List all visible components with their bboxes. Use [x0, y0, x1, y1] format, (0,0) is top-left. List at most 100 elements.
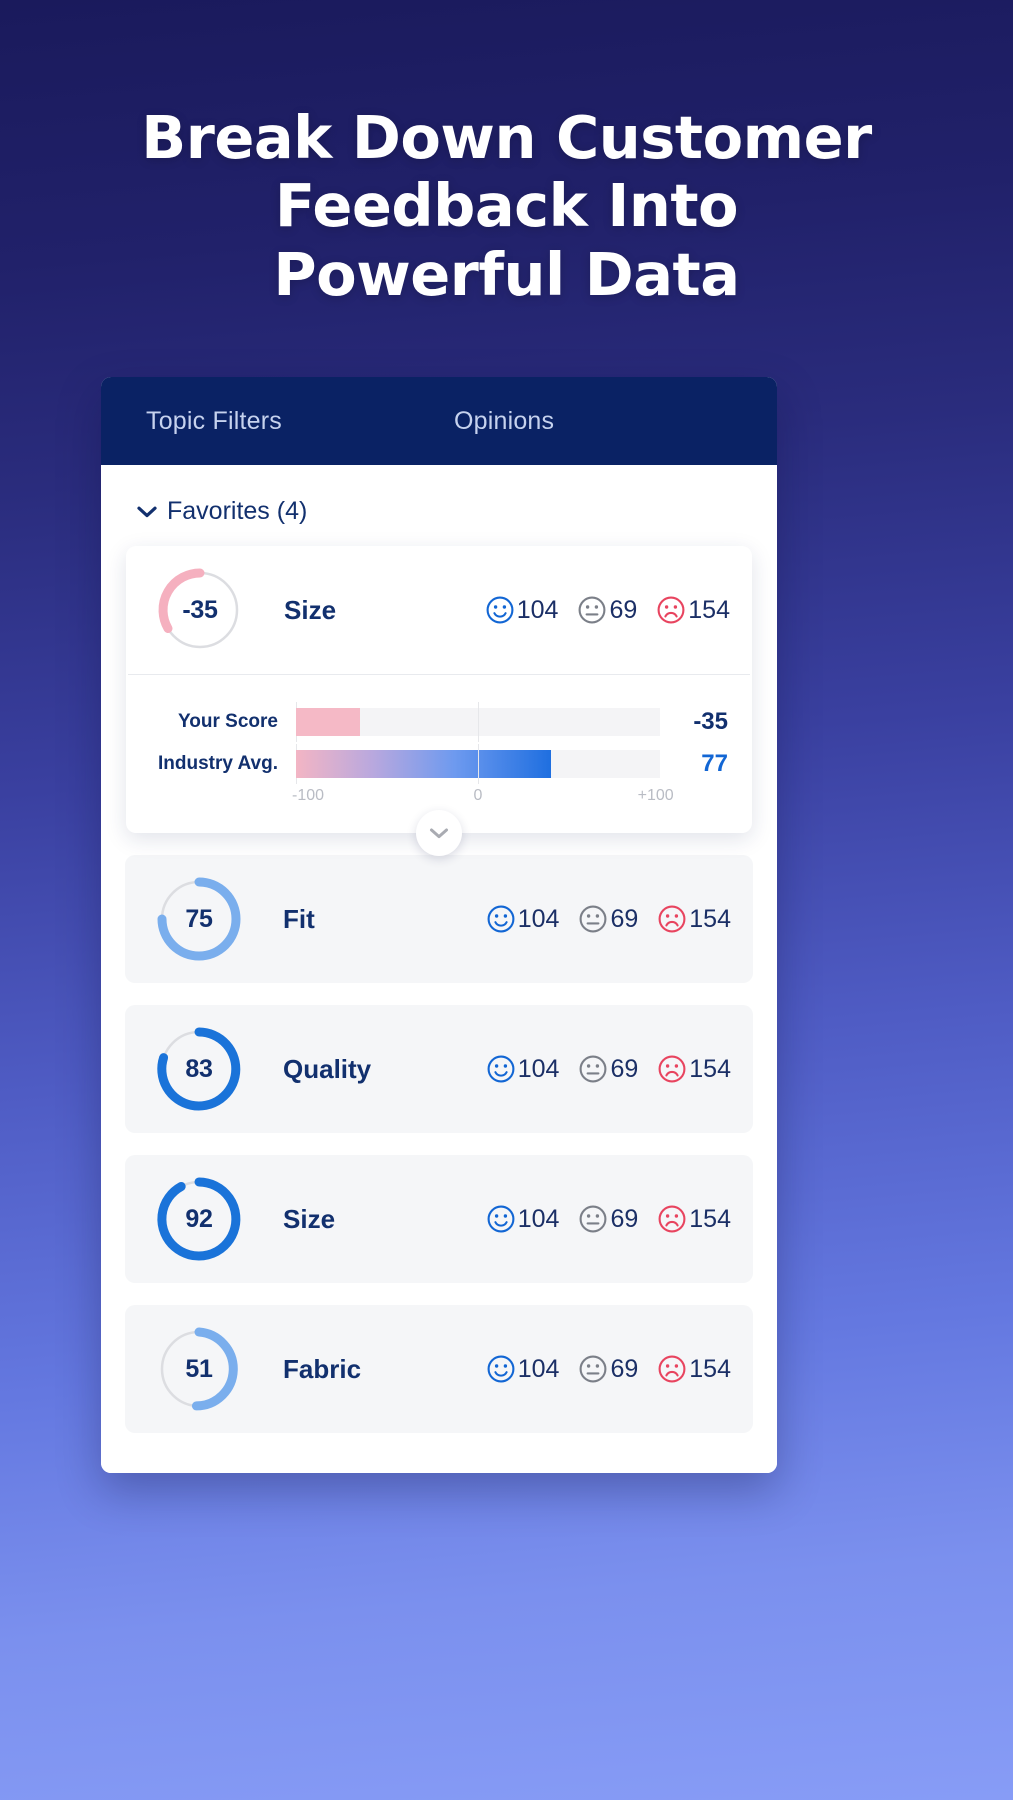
- topic-label: Fabric: [283, 1353, 362, 1384]
- sentiment-neutral-count: 69: [610, 904, 639, 933]
- sentiment-negative[interactable]: 154: [657, 1204, 731, 1234]
- comparison-row-your-score: Your Score -35: [156, 702, 728, 742]
- comparison-label: Industry Avg.: [158, 753, 278, 774]
- tab-opinions[interactable]: Opinions: [453, 406, 555, 435]
- smiley-neutral-icon: [579, 596, 606, 624]
- sentiment-negative-count: 154: [689, 1204, 731, 1233]
- score-comparison-chart: Your Score -35 Industry Avg. 77: [126, 675, 752, 833]
- sentiment-neutral-count: 69: [610, 1354, 639, 1383]
- tab-topic-filters[interactable]: Topic Filters: [146, 406, 282, 435]
- topic-label: Size: [283, 1203, 336, 1234]
- score-ring-arc: [157, 1027, 241, 1111]
- smiley-neutral-icon: [580, 1355, 607, 1383]
- topic-card-header[interactable]: -35 Size 104: [126, 546, 752, 674]
- topic-card-list: -35 Size 104: [125, 546, 753, 1433]
- smiley-happy-icon: [487, 1055, 515, 1083]
- score-value: 51: [185, 1354, 213, 1383]
- collapse-card-button[interactable]: [416, 810, 462, 856]
- axis-tick-min: -100: [292, 787, 325, 804]
- chevron-down-icon: [137, 506, 157, 517]
- sentiment-positive[interactable]: 104: [486, 1054, 559, 1084]
- topic-card[interactable]: -35 Size 104: [126, 546, 752, 856]
- smiley-neutral-icon: [580, 1055, 607, 1083]
- sentiment-neutral-count: 69: [610, 1204, 639, 1233]
- sentiment-positive-count: 104: [516, 595, 559, 624]
- score-ring-arc: [158, 568, 239, 649]
- sentiment-positive[interactable]: 104: [486, 904, 560, 934]
- smiley-neutral-icon: [580, 905, 607, 933]
- topic-card[interactable]: 51 Fabric 104: [125, 1305, 753, 1433]
- sentiment-negative-count: 154: [688, 595, 730, 624]
- sentiment-negative[interactable]: 154: [656, 595, 730, 625]
- sentiment-neutral[interactable]: 69: [578, 1054, 638, 1084]
- topic-card-header[interactable]: 92 Size 104: [125, 1155, 753, 1283]
- smiley-happy-icon: [487, 1355, 515, 1383]
- topic-card-header[interactable]: 75 Fit 104: [125, 855, 753, 983]
- sentiment-neutral[interactable]: 69: [578, 1354, 638, 1384]
- headline-line-3: Powerful Data: [273, 239, 740, 309]
- smiley-happy-icon: [487, 905, 515, 933]
- chevron-down-icon: [430, 828, 448, 838]
- sentiment-negative-count: 154: [689, 1354, 731, 1383]
- topic-card[interactable]: 83 Quality 104: [125, 1005, 753, 1133]
- score-ring: 75: [155, 875, 243, 963]
- sentiment-positive[interactable]: 104: [486, 1204, 560, 1234]
- sentiment-positive-count: 104: [517, 1354, 560, 1383]
- sentiment-counts: 104 69: [486, 904, 731, 934]
- comparison-axis: -100 0 +100: [156, 787, 728, 811]
- topic-label: Fit: [283, 903, 315, 934]
- score-ring: 83: [155, 1025, 243, 1113]
- topic-card[interactable]: 92 Size 104: [125, 1155, 753, 1283]
- sentiment-counts: 104 69: [485, 595, 730, 625]
- comparison-value-industry-avg: 77: [701, 750, 728, 777]
- score-ring-arc: [160, 1327, 238, 1411]
- panel-body: Favorites (4) -35 Size: [101, 465, 777, 1473]
- topic-card[interactable]: 75 Fit 104: [125, 855, 753, 983]
- topic-card-header[interactable]: 83 Quality 104: [125, 1005, 753, 1133]
- topic-label: Size: [284, 594, 337, 625]
- sentiment-positive-count: 104: [517, 1204, 560, 1233]
- sentiment-positive[interactable]: 104: [486, 1354, 560, 1384]
- score-value: 75: [185, 904, 213, 933]
- sentiment-negative[interactable]: 154: [657, 904, 731, 934]
- smiley-happy-icon: [487, 1205, 515, 1233]
- axis-tick-zero: 0: [473, 787, 483, 804]
- score-value: 92: [185, 1204, 213, 1233]
- sentiment-negative[interactable]: 154: [657, 1054, 731, 1084]
- sentiment-neutral[interactable]: 69: [578, 904, 638, 934]
- sentiment-positive[interactable]: 104: [485, 595, 559, 625]
- sentiment-neutral-count: 69: [609, 595, 638, 624]
- sentiment-neutral[interactable]: 69: [577, 595, 637, 625]
- favorites-label: Favorites (4): [167, 497, 308, 525]
- comparison-value-your-score: -35: [693, 708, 728, 735]
- smiley-sad-icon: [658, 1055, 686, 1083]
- sentiment-negative-count: 154: [689, 1054, 731, 1083]
- topic-card-header[interactable]: 51 Fabric 104: [125, 1305, 753, 1433]
- sentiment-neutral[interactable]: 69: [578, 1204, 638, 1234]
- smiley-neutral-icon: [580, 1205, 607, 1233]
- sentiment-positive-count: 104: [517, 904, 560, 933]
- smiley-sad-icon: [657, 596, 685, 624]
- sentiment-negative-count: 154: [689, 904, 731, 933]
- sentiment-counts: 104 69: [486, 1354, 731, 1384]
- score-ring: -35: [156, 566, 244, 654]
- feedback-panel: Topic Filters Opinions Favorites (4): [101, 377, 777, 1473]
- sentiment-neutral-count: 69: [610, 1054, 639, 1083]
- headline-line-2: Feedback Into: [274, 171, 739, 241]
- card-divider: [128, 674, 750, 675]
- comparison-track: [296, 744, 660, 784]
- sentiment-negative[interactable]: 154: [657, 1354, 731, 1384]
- comparison-label: Your Score: [178, 711, 278, 732]
- score-ring-arc: [157, 877, 241, 961]
- smiley-sad-icon: [658, 905, 686, 933]
- tab-bar: Topic Filters Opinions: [101, 377, 777, 465]
- comparison-axis-inner: -100 0 +100: [292, 787, 674, 811]
- comparison-row-industry-avg: Industry Avg. 77: [156, 744, 728, 784]
- sentiment-counts: 104 69: [486, 1204, 731, 1234]
- score-value: 83: [185, 1054, 213, 1083]
- axis-tick-max: +100: [637, 787, 674, 804]
- favorites-section-header[interactable]: Favorites (4): [125, 491, 753, 526]
- smiley-sad-icon: [658, 1355, 686, 1383]
- smiley-happy-icon: [486, 596, 514, 624]
- sentiment-counts: 104 69: [486, 1054, 731, 1084]
